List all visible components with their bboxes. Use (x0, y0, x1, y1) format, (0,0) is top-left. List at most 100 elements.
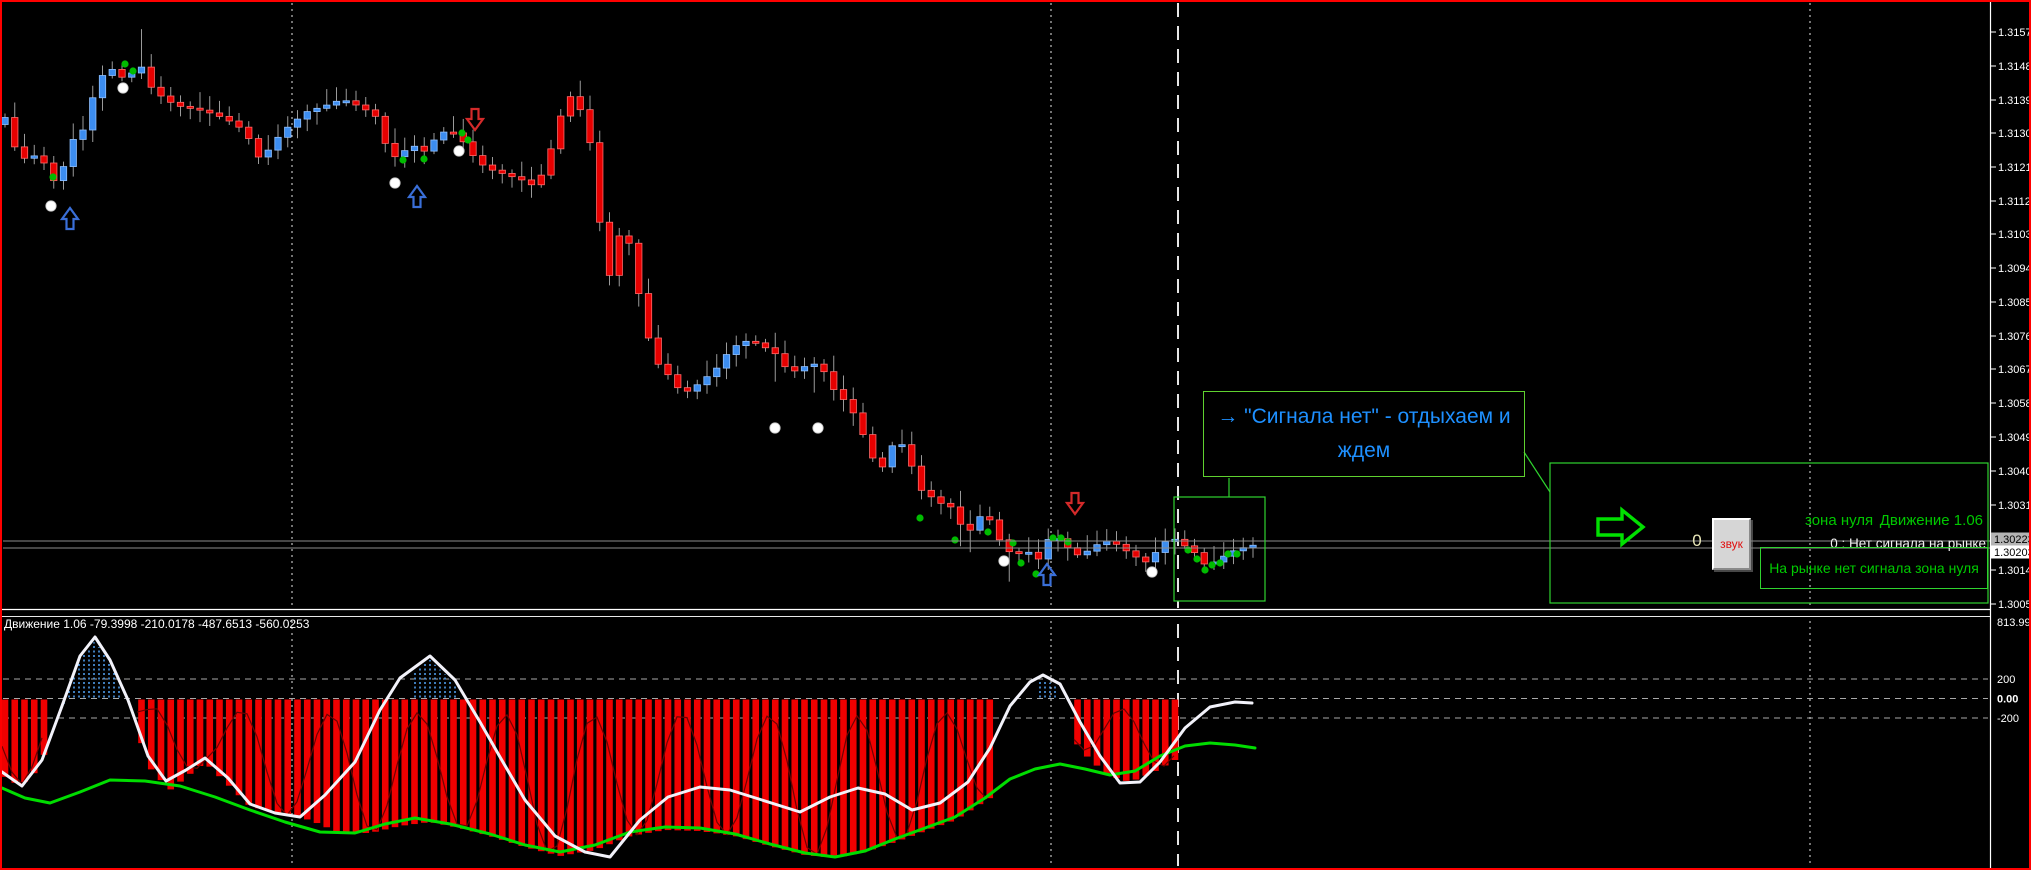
oscillator-bar (284, 699, 292, 816)
candle-bull (888, 445, 896, 468)
oscillator-bar (849, 699, 857, 855)
green-signal-dot (399, 156, 407, 164)
panel-divider (0, 608, 2031, 618)
candle-bull (401, 150, 409, 158)
candle-bull (264, 149, 272, 158)
oscillator-bar (255, 699, 262, 809)
oscillator-bar (323, 699, 331, 828)
oscillator-bar (898, 699, 906, 840)
candle-bull (1151, 552, 1160, 563)
price-label: 1.31215 (1998, 162, 2031, 174)
green-signal-dot (121, 60, 129, 68)
signal-panel-box[interactable] (1549, 462, 1989, 604)
oscillator-bar (147, 699, 155, 770)
oscillator-bar (537, 699, 545, 852)
oscillator-bar (635, 699, 643, 835)
oscillator-bar (372, 699, 379, 832)
candle-bear (225, 115, 233, 122)
oscillator-bar (469, 699, 477, 832)
green-signal-dot (1049, 534, 1057, 542)
oscillator-bar (723, 699, 730, 835)
oscillator-bar (547, 699, 555, 854)
oscillator-bar (762, 699, 769, 845)
oscillator-scale-label: 0.00 (1997, 694, 2018, 706)
oscillator-bar (674, 699, 682, 831)
oscillator-bar (479, 699, 487, 835)
sound-button[interactable]: звук (1712, 518, 1751, 570)
candle-bear (176, 101, 185, 107)
green-signal-dot (984, 528, 992, 536)
oscillator-bar (966, 699, 974, 811)
candle-bear (635, 242, 643, 294)
candle-bull (742, 340, 750, 347)
candle-bear (1181, 538, 1189, 547)
candle-bear (908, 444, 916, 467)
candle-bear (235, 120, 243, 128)
oscillator-bar (518, 699, 526, 846)
oscillator-bar (947, 699, 955, 822)
oscillator-green-line (0, 741, 1257, 859)
price-label: 1.31125 (1998, 196, 2031, 208)
oscillator-bar (781, 699, 789, 850)
price-label: 1.30405 (1998, 466, 2031, 478)
oscillator-scale-label: 200 (1997, 674, 2015, 686)
oscillator-bar (196, 699, 204, 766)
candle-bull (108, 69, 116, 76)
oscillator-bar (138, 699, 145, 744)
oscillator-bar (820, 699, 828, 857)
green-signal-dot (1009, 539, 1017, 547)
candle-bear (1015, 551, 1023, 555)
candle-bull (342, 100, 350, 104)
candle-bear (518, 176, 526, 181)
oscillator-bar (937, 699, 945, 826)
candle-bear (966, 523, 974, 531)
candle-bear (654, 337, 662, 365)
candle-zone-box[interactable] (1173, 496, 1266, 602)
no-signal-tooltip-text: → "Сигнала нет" - отдыхаем и ждем (1217, 405, 1511, 462)
candle-bull (313, 107, 321, 112)
price-label: 1.30050 (1998, 599, 2031, 611)
candle-bear (956, 506, 965, 525)
oscillator-bar (264, 699, 272, 811)
green-right-arrow-icon (1596, 506, 1646, 548)
oscillator-bar (791, 699, 799, 853)
candle-bull (1161, 541, 1169, 553)
indicator-values-label: Движение 1.06 -79.3998 -210.0178 -487.65… (4, 617, 310, 631)
down-arrow-icon (464, 107, 486, 132)
candle-bear (771, 347, 779, 355)
oscillator-bar (430, 699, 438, 823)
oscillator-white-line (0, 635, 1254, 859)
candle-bull (976, 516, 984, 531)
candle-bear (254, 138, 263, 158)
oscillator-bar (830, 699, 838, 858)
candle-bear (937, 496, 945, 504)
oscillator-bar (450, 699, 457, 827)
candle-bull (800, 366, 809, 372)
oscillator-bar (21, 699, 28, 782)
white-signal-dot (769, 422, 781, 434)
zone-status-row: зона нуля Движение 1.06 (1805, 512, 1983, 529)
candle-bull (703, 376, 711, 386)
oscillator-bar (869, 699, 877, 850)
price-label: 1.31035 (1998, 229, 2031, 241)
price-scale-bg[interactable] (1991, 2, 2029, 868)
candle-bear (625, 235, 633, 244)
oscillator-bar (684, 699, 691, 831)
oscillator-bar (606, 699, 613, 845)
oscillator-bar (342, 699, 350, 833)
candle-bear (1034, 551, 1043, 560)
oscillator-bar (654, 699, 662, 832)
oscillator-bar (586, 699, 594, 851)
price-tag (1991, 545, 2031, 559)
price-label: 1.30585 (1998, 398, 2031, 410)
candle-bear (781, 353, 789, 368)
candle-bear (547, 148, 555, 176)
no-signal-zone-box[interactable]: На рынке нет сигнала зона нуля (1760, 547, 1988, 589)
oscillator-bar (1113, 699, 1120, 778)
no-signal-tooltip[interactable]: → "Сигнала нет" - отдыхаем и ждем (1203, 391, 1525, 477)
oscillator-bar (1161, 699, 1169, 766)
oscillator-bar (489, 699, 496, 837)
candle-bear (50, 162, 58, 182)
oscillator-bar (303, 699, 311, 820)
